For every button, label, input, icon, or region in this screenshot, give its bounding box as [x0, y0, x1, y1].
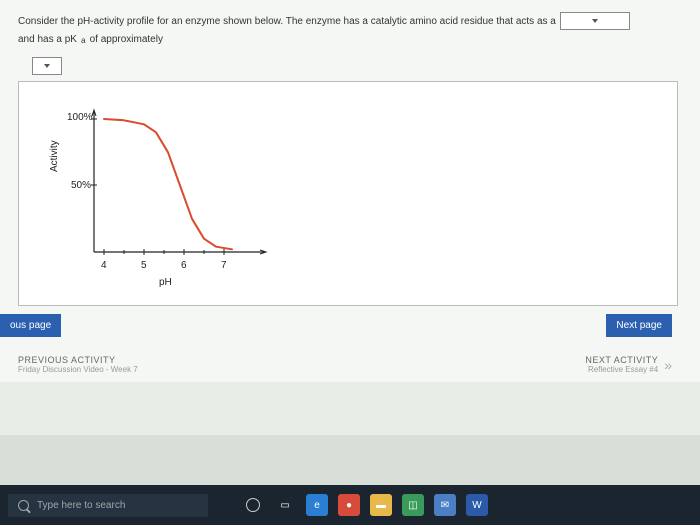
taskview-icon[interactable]: ▭ [270, 490, 300, 520]
chart-svg [54, 92, 294, 272]
chevron-down-icon [44, 64, 50, 68]
chrome-icon[interactable]: ● [334, 490, 364, 520]
next-page-button[interactable]: Next page [606, 314, 672, 337]
chevron-down-icon [592, 19, 598, 23]
previous-activity-link[interactable]: PREVIOUS ACTIVITY Friday Discussion Vide… [18, 355, 138, 374]
prev-activity-sub: Friday Discussion Video - Week 7 [18, 365, 138, 374]
question-part1: Consider the pH-activity profile for an … [18, 16, 556, 27]
x-axis-label: pH [159, 277, 172, 288]
mail-icon[interactable]: ✉ [430, 490, 460, 520]
search-placeholder: Type here to search [37, 500, 125, 511]
search-icon [18, 500, 29, 511]
chevron-right-icon: » [664, 357, 672, 373]
edge-icon[interactable]: e [302, 490, 332, 520]
next-activity-title: NEXT ACTIVITY [585, 355, 658, 365]
taskbar-search[interactable]: Type here to search [8, 494, 208, 517]
cortana-icon[interactable] [238, 490, 268, 520]
nav-row: ous page Next page [18, 306, 682, 337]
ph-activity-chart: 100% 50% Activity pH 4 5 6 7 [18, 81, 678, 306]
dropdown-pka[interactable] [32, 57, 62, 75]
question-part2: and has a pK [18, 34, 77, 45]
word-icon[interactable]: W [462, 490, 492, 520]
page-lower-background [0, 435, 700, 485]
question-panel: Consider the pH-activity profile for an … [0, 0, 700, 382]
previous-page-button[interactable]: ous page [0, 314, 61, 337]
question-sub: a [81, 35, 86, 45]
store-icon[interactable]: ◫ [398, 490, 428, 520]
question-part3: of approximately [90, 34, 163, 45]
question-text-row: Consider the pH-activity profile for an … [18, 12, 682, 45]
windows-taskbar: Type here to search ▭e●▬◫✉W [0, 485, 700, 525]
next-activity-link[interactable]: NEXT ACTIVITY Reflective Essay #4 » [585, 355, 672, 374]
prev-activity-title: PREVIOUS ACTIVITY [18, 355, 138, 365]
activity-nav-row: PREVIOUS ACTIVITY Friday Discussion Vide… [18, 337, 682, 374]
dropdown-role[interactable] [560, 12, 630, 30]
files-icon[interactable]: ▬ [366, 490, 396, 520]
next-activity-sub: Reflective Essay #4 [585, 365, 658, 374]
